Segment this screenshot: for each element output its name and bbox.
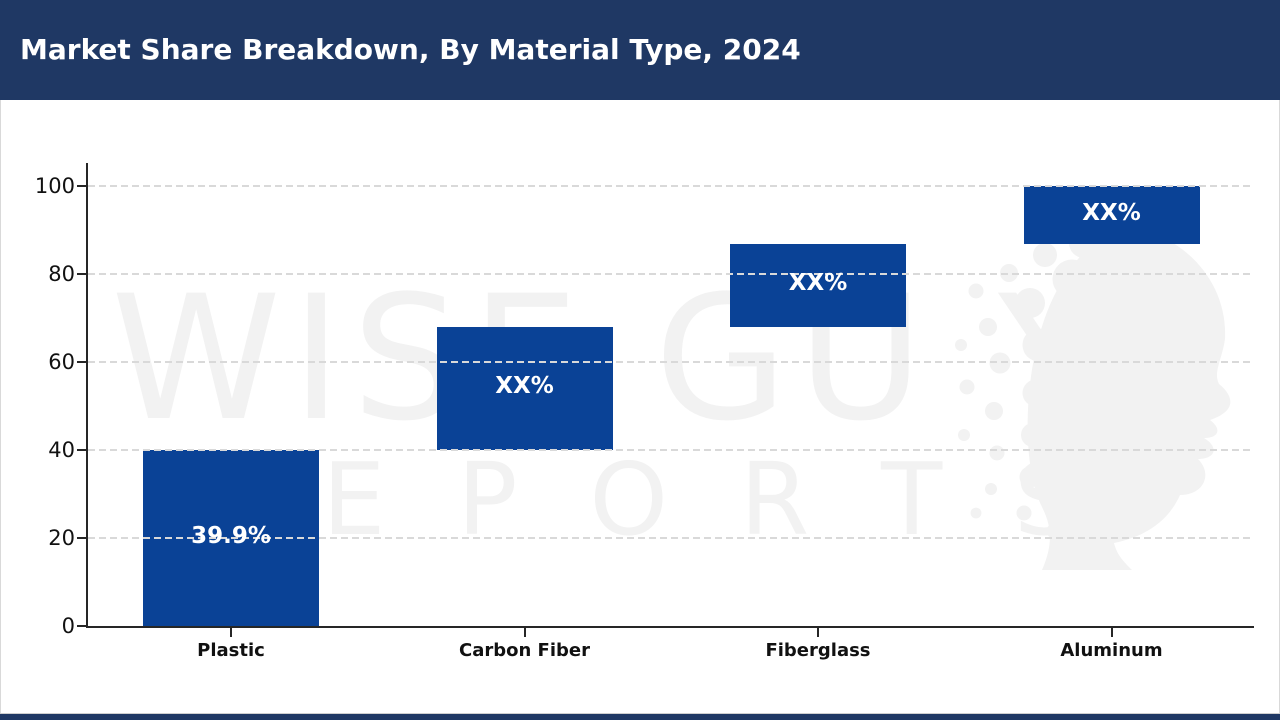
gridline — [88, 272, 1254, 275]
gridline — [88, 536, 1254, 539]
x-tick-fiberglass — [817, 628, 819, 637]
y-axis-line — [86, 163, 88, 628]
chart-title: Market Share Breakdown, By Material Type… — [20, 33, 801, 66]
bar-aluminum — [1023, 185, 1200, 244]
y-tick — [77, 360, 86, 363]
bar-value-label-plastic: 39.9% — [191, 523, 271, 550]
bar-value-label-aluminum: XX% — [1082, 199, 1141, 226]
bar-value-label-fiberglass: XX% — [788, 270, 848, 297]
chart-area: WISE GU Y R E P O R T S 02040608010039.9… — [0, 100, 1280, 713]
bar-value-label-carbon-fiber: XX% — [495, 373, 554, 400]
x-axis-label-plastic: Plastic — [197, 640, 265, 661]
y-tick — [77, 625, 86, 627]
plot-layer: 0 20 40 60 80 100 39.9% Plastic XX% Carbon Fiber X… — [1, 100, 1280, 713]
y-tick-label: 40 — [48, 437, 75, 462]
x-axis-label-aluminum: Aluminum — [1060, 640, 1163, 661]
header-bar: Market Share Breakdown, By Material Type… — [0, 0, 1280, 100]
y-tick-label: 20 — [48, 525, 75, 550]
x-axis-line — [86, 626, 1254, 628]
y-tick — [77, 448, 86, 451]
x-tick-aluminum — [1110, 628, 1113, 637]
bar-fiberglass — [730, 243, 906, 327]
x-axis-label-carbon-fiber: Carbon Fiber — [458, 640, 590, 661]
y-tick-label: 80 — [48, 261, 75, 286]
y-tick-label: 60 — [48, 349, 75, 374]
footer-strip — [0, 713, 1280, 720]
x-tick-plastic — [230, 628, 232, 637]
bar-carbon-fiber — [436, 326, 613, 451]
y-tick-label: 100 — [34, 173, 75, 198]
y-tick — [77, 272, 86, 275]
gridline — [88, 360, 1254, 363]
y-tick-label: 0 — [61, 614, 75, 638]
gridline — [88, 184, 1254, 187]
x-axis-label-fiberglass: Fiberglass — [765, 640, 871, 661]
y-tick — [77, 536, 86, 539]
gridline — [88, 448, 1254, 451]
x-tick-carbon-fiber — [523, 628, 526, 637]
y-tick — [77, 184, 86, 187]
